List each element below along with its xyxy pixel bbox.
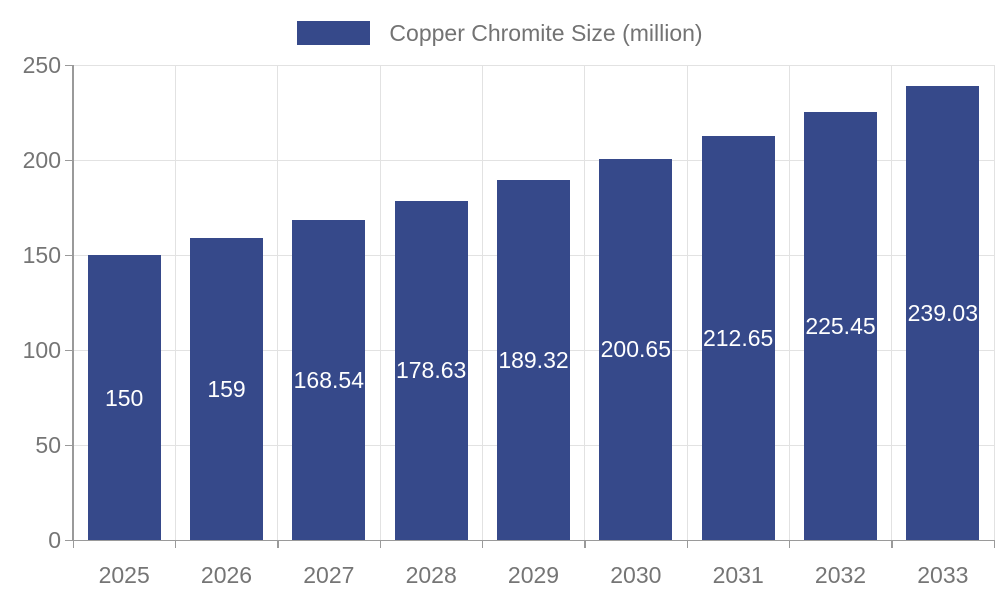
y-tick-mark bbox=[65, 159, 73, 161]
legend-swatch[interactable] bbox=[297, 21, 371, 45]
gridline-vertical bbox=[174, 65, 176, 540]
y-tick-label: 100 bbox=[22, 337, 61, 363]
gridline-vertical bbox=[277, 65, 279, 540]
y-tick-label: 250 bbox=[22, 52, 61, 78]
legend[interactable]: Copper Chromite Size (million) bbox=[0, 18, 1000, 48]
gridline-vertical bbox=[788, 65, 790, 540]
x-tick-label: 2031 bbox=[712, 562, 764, 588]
bar[interactable] bbox=[804, 111, 877, 540]
x-tick-label: 2032 bbox=[814, 562, 867, 588]
y-tick-mark bbox=[65, 64, 73, 66]
x-tick-mark bbox=[993, 540, 995, 548]
bar[interactable] bbox=[497, 180, 570, 540]
x-tick-mark bbox=[584, 540, 586, 548]
y-tick-mark bbox=[65, 349, 73, 351]
x-tick-mark bbox=[788, 540, 791, 548]
y-tick-mark bbox=[65, 254, 73, 256]
gridline-horizontal bbox=[73, 64, 994, 66]
gridline-vertical bbox=[993, 65, 995, 540]
bar-value-label: 150 bbox=[104, 384, 144, 411]
x-tick-mark bbox=[379, 540, 381, 548]
x-tick-mark bbox=[481, 540, 484, 548]
bar-value-label: 212.65 bbox=[702, 324, 774, 351]
bar-value-label: 200.65 bbox=[600, 336, 671, 363]
gridline-horizontal bbox=[73, 159, 994, 161]
x-tick-label: 2033 bbox=[917, 562, 969, 588]
bar-value-label: 168.54 bbox=[293, 366, 364, 393]
bar[interactable] bbox=[599, 158, 673, 540]
x-tick-label: 2029 bbox=[507, 562, 560, 588]
x-tick-mark bbox=[891, 540, 893, 548]
bar[interactable] bbox=[87, 255, 161, 540]
bar-value-label: 159 bbox=[207, 375, 246, 402]
gridline-vertical bbox=[379, 65, 381, 540]
y-tick-label: 50 bbox=[35, 432, 61, 458]
x-tick-label: 2026 bbox=[200, 562, 253, 588]
x-tick-label: 2025 bbox=[98, 562, 150, 588]
legend-label[interactable]: Copper Chromite Size (million) bbox=[389, 19, 703, 46]
x-tick-label: 2027 bbox=[303, 562, 355, 588]
bar-value-label: 178.63 bbox=[395, 357, 467, 384]
x-tick-mark bbox=[72, 540, 74, 548]
y-tick-label: 200 bbox=[22, 147, 61, 173]
bar[interactable] bbox=[292, 219, 366, 540]
y-tick-label: 150 bbox=[22, 242, 61, 268]
gridline-vertical bbox=[686, 65, 688, 540]
x-tick-mark bbox=[686, 540, 688, 548]
bar[interactable] bbox=[906, 85, 980, 540]
bar-value-label: 189.32 bbox=[498, 347, 569, 374]
x-tick-mark bbox=[277, 540, 279, 548]
y-tick-mark bbox=[65, 539, 73, 541]
x-axis-line bbox=[65, 539, 994, 541]
bar[interactable] bbox=[701, 135, 775, 540]
x-tick-label: 2028 bbox=[405, 562, 457, 588]
bar[interactable] bbox=[394, 200, 468, 540]
gridline-vertical bbox=[481, 65, 483, 540]
y-tick-label: 0 bbox=[48, 527, 61, 553]
gridline-vertical bbox=[584, 65, 586, 540]
x-tick-label: 2030 bbox=[610, 562, 662, 588]
x-tick-mark bbox=[174, 540, 177, 548]
gridline-vertical bbox=[891, 65, 893, 540]
y-tick-mark bbox=[65, 444, 73, 446]
bar-value-label: 239.03 bbox=[907, 299, 978, 326]
bar-value-label: 225.45 bbox=[805, 312, 876, 339]
bar[interactable] bbox=[190, 237, 263, 540]
y-axis-line bbox=[72, 65, 74, 540]
